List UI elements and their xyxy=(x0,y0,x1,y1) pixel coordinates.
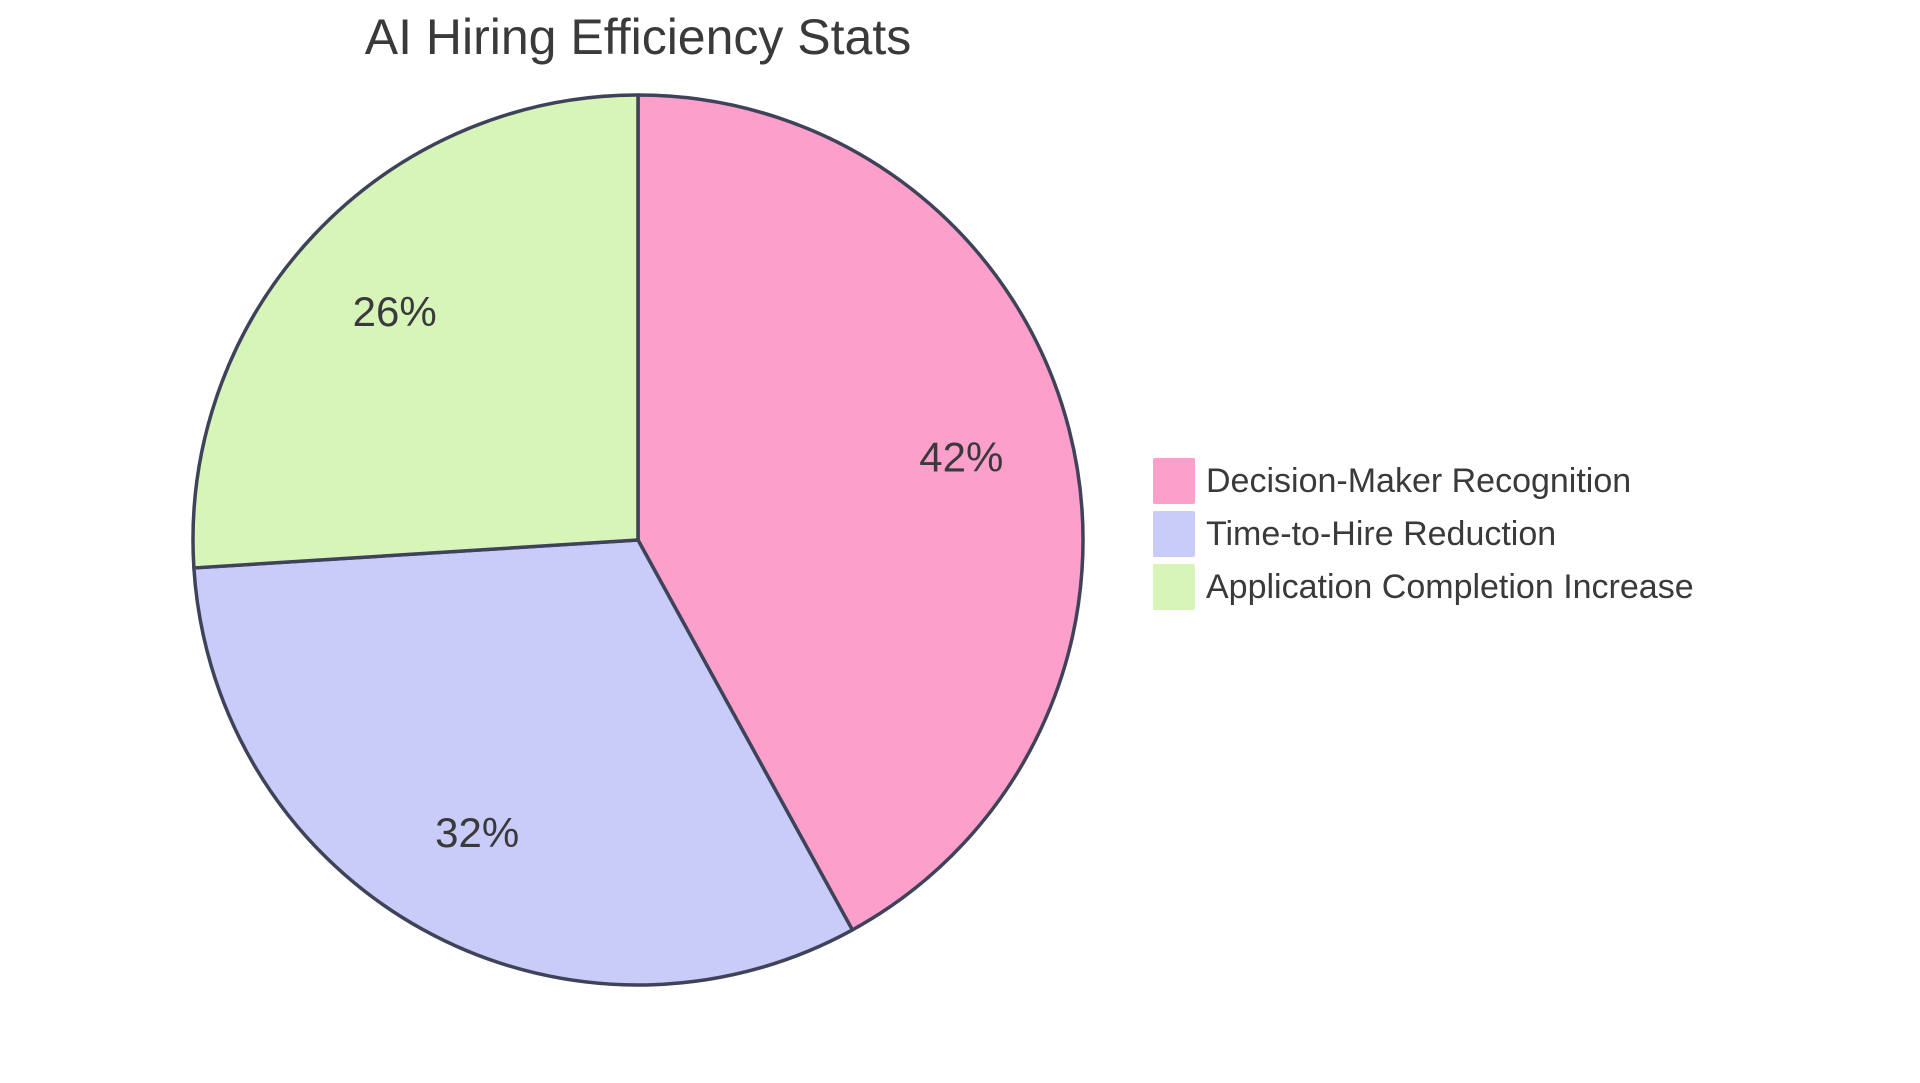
legend-item-label: Application Completion Increase xyxy=(1206,567,1694,606)
legend: Decision-Maker Recognition Time-to-Hire … xyxy=(1153,458,1694,617)
pie-slice-0[interactable] xyxy=(636,93,1085,932)
legend-item-application-completion-increase[interactable]: Application Completion Increase xyxy=(1153,564,1694,610)
legend-swatch-icon xyxy=(1153,511,1195,557)
chart-title: AI Hiring Efficiency Stats xyxy=(364,9,912,65)
pie-slice-1[interactable] xyxy=(192,538,855,987)
pie-slice-2[interactable] xyxy=(191,93,640,570)
legend-swatch-icon xyxy=(1153,458,1195,504)
legend-item-label: Time-to-Hire Reduction xyxy=(1206,514,1557,553)
pie-chart: 42%32%26% xyxy=(191,93,1085,987)
legend-item-label: Decision-Maker Recognition xyxy=(1206,461,1632,500)
legend-item-time-to-hire-reduction[interactable]: Time-to-Hire Reduction xyxy=(1153,511,1694,557)
legend-item-decision-maker-recognition[interactable]: Decision-Maker Recognition xyxy=(1153,458,1694,504)
legend-swatch-icon xyxy=(1153,564,1195,610)
